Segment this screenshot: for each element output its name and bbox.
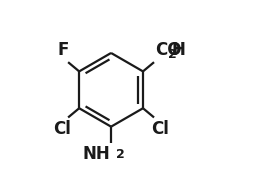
Text: Cl: Cl [152,120,169,138]
Text: F: F [58,41,69,59]
Text: 2: 2 [116,148,125,161]
Text: Cl: Cl [53,120,71,138]
Text: NH: NH [82,145,110,163]
Text: 2: 2 [168,48,177,61]
Text: H: H [171,41,185,59]
Text: CO: CO [155,41,182,59]
